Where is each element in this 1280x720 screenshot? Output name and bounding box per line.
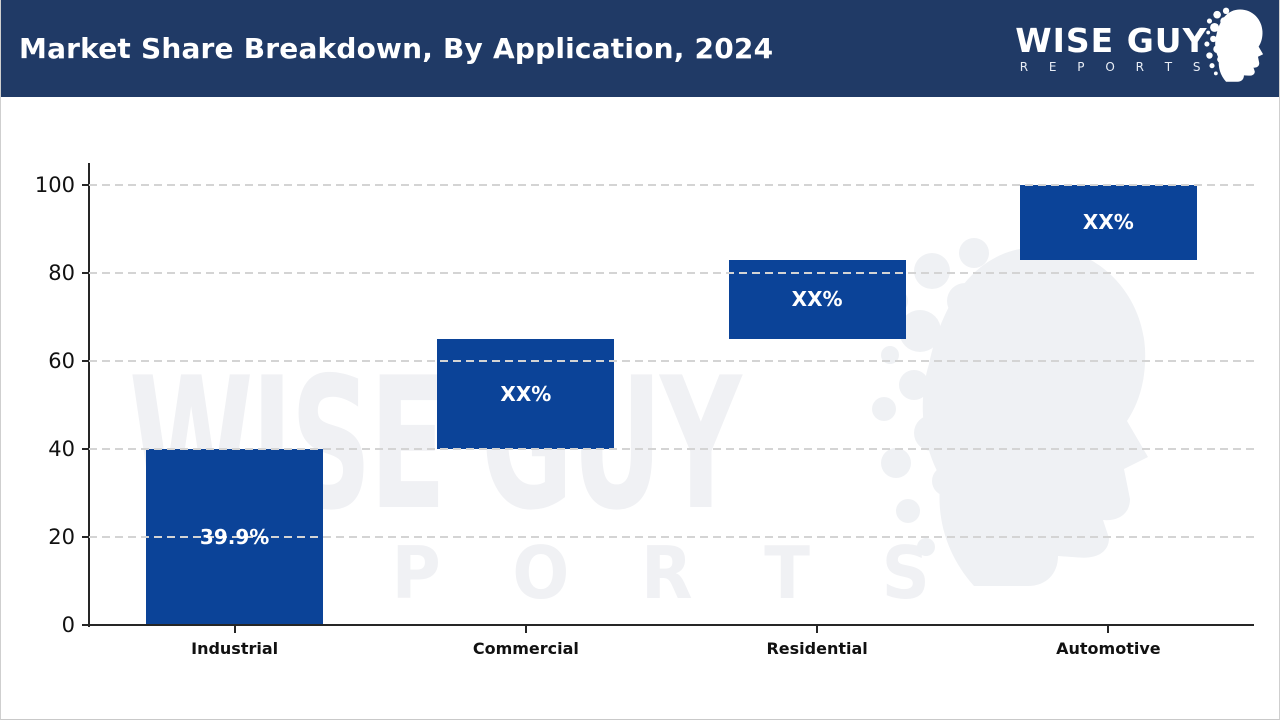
x-axis-label-residential: Residential — [766, 639, 868, 658]
bar-value-label: XX% — [500, 382, 552, 407]
y-axis-label-40: 40 — [48, 437, 75, 461]
y-axis-line — [88, 163, 90, 627]
y-axis-label-80: 80 — [48, 261, 75, 285]
y-axis-tick — [82, 360, 89, 362]
y-axis-label-20: 20 — [48, 525, 75, 549]
dotted-head-icon — [1204, 7, 1264, 82]
x-axis-label-automotive: Automotive — [1056, 639, 1161, 658]
wise-guy-reports-logo: WISE GUY R E P O R T S — [1014, 7, 1279, 90]
bar-commercial — [437, 339, 615, 450]
x-axis-label-industrial: Industrial — [191, 639, 279, 658]
gridline-60 — [89, 360, 1254, 362]
bar-value-label: 39.9% — [199, 525, 270, 550]
chart-title: Market Share Breakdown, By Application, … — [19, 32, 774, 65]
chart-plot-area: WISE GUY R E P O R T S 39.9% Industrial XX… — [1, 97, 1279, 719]
bar-value-label: XX% — [1082, 210, 1134, 235]
gridline-40 — [89, 448, 1254, 450]
x-axis-tick — [233, 626, 236, 633]
y-axis-label-100: 100 — [34, 173, 75, 197]
header-bar: Market Share Breakdown, By Application, … — [1, 0, 1279, 97]
bar-value-label: XX% — [791, 287, 843, 312]
y-axis-tick — [82, 448, 89, 450]
y-axis-tick — [82, 272, 89, 274]
y-axis-tick — [82, 536, 89, 538]
logo-subtitle: R E P O R T S — [1019, 59, 1209, 74]
gridline-100 — [89, 184, 1254, 186]
watermark-head-icon — [872, 238, 1148, 586]
gridline-80 — [89, 272, 1254, 274]
x-axis-label-commercial: Commercial — [472, 639, 579, 658]
x-axis-line — [89, 624, 1254, 626]
y-axis-tick — [82, 624, 89, 626]
x-axis-tick — [524, 626, 527, 633]
x-axis-tick — [1107, 626, 1110, 633]
logo-text: WISE GUY R E P O R T S — [1014, 20, 1209, 74]
gridline-20 — [89, 536, 1254, 538]
y-axis-label-0: 0 — [61, 613, 75, 637]
x-axis-tick — [816, 626, 819, 633]
logo-wordmark: WISE GUY — [1015, 20, 1208, 60]
y-axis-label-60: 60 — [48, 349, 75, 373]
y-axis-tick — [82, 184, 89, 186]
